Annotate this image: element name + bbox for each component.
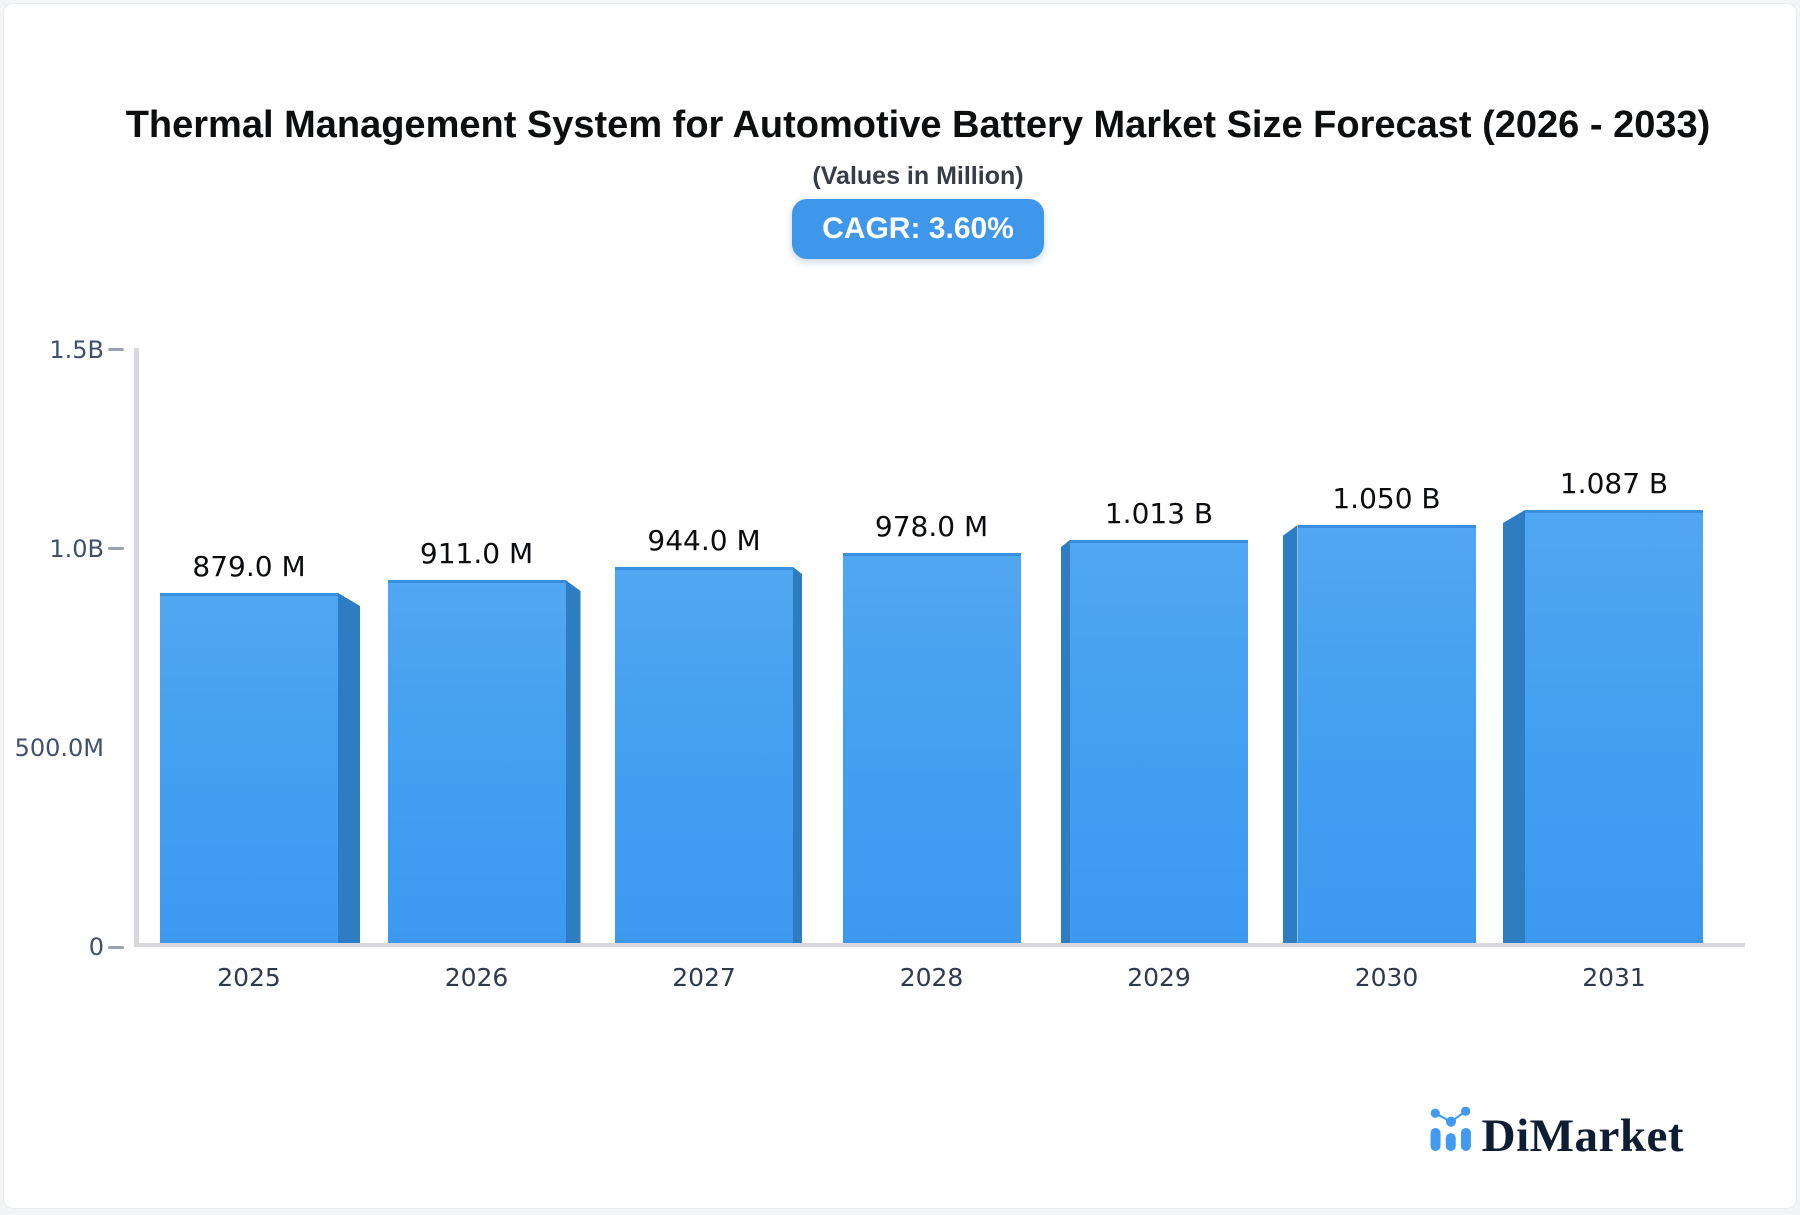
y-tick-label: 0 [88, 933, 104, 961]
bar-value-label: 911.0 M [419, 537, 534, 570]
bar-value-label: 978.0 M [874, 510, 989, 543]
bar-side-panel [1503, 510, 1525, 943]
x-tick-label: 2027 [672, 963, 736, 992]
y-tick-dash [108, 945, 124, 949]
bar-value-label: 1.050 B [1332, 482, 1441, 515]
plot-area: 879.0 M 2025 911.0 M 2026 944.0 M 2027 978.0 M… [134, 348, 1745, 992]
bar-2028 [842, 553, 1021, 943]
bar-2027 [615, 567, 793, 943]
bar-side-panel [793, 567, 802, 943]
y-tick-dash [108, 348, 124, 352]
bar-side-panel [338, 593, 360, 943]
y-tick-label: 1.0B [49, 534, 104, 563]
bar-value-label: 1.087 B [1559, 467, 1669, 500]
bar-value-label: 1.013 B [1104, 497, 1214, 530]
x-tick-label: 2029 [1127, 963, 1191, 992]
y-tick-dash [108, 547, 124, 551]
y-tick-label: 1.5B [49, 335, 104, 364]
cagr-badge: CAGR: 3.60% [792, 199, 1044, 259]
x-tick-label: 2026 [444, 963, 509, 992]
y-tick-label: 500.0M [14, 733, 104, 762]
logo-text: DiMarket [1481, 1110, 1684, 1162]
dimarket-logo: DiMarket [1430, 1106, 1684, 1162]
bar-2030 [1297, 525, 1476, 943]
x-tick-label: 2025 [217, 963, 281, 992]
bar-2026 [387, 580, 566, 943]
bar-side-panel [1061, 540, 1070, 943]
x-tick-label: 2030 [1354, 963, 1419, 992]
x-tick-label: 2028 [899, 963, 964, 992]
bar-value-label: 944.0 M [647, 524, 761, 557]
bar-2031 [1525, 510, 1703, 943]
x-tick-label: 2031 [1582, 963, 1646, 992]
chart-header: Thermal Management System for Automotive… [40, 100, 1796, 259]
bar-value-label: 879.0 M [192, 550, 306, 583]
chart-card: Thermal Management System for Automotive… [3, 3, 1797, 1209]
chart-title: Thermal Management System for Automotive… [125, 104, 1711, 146]
bar-side-panel [1282, 525, 1298, 943]
bar-2025 [160, 593, 338, 943]
bar-side-panel [565, 580, 581, 943]
bar-chart-icon [1430, 1106, 1472, 1156]
bar-2029 [1070, 540, 1248, 943]
chart-subtitle: (Values in Million) [812, 162, 1024, 190]
